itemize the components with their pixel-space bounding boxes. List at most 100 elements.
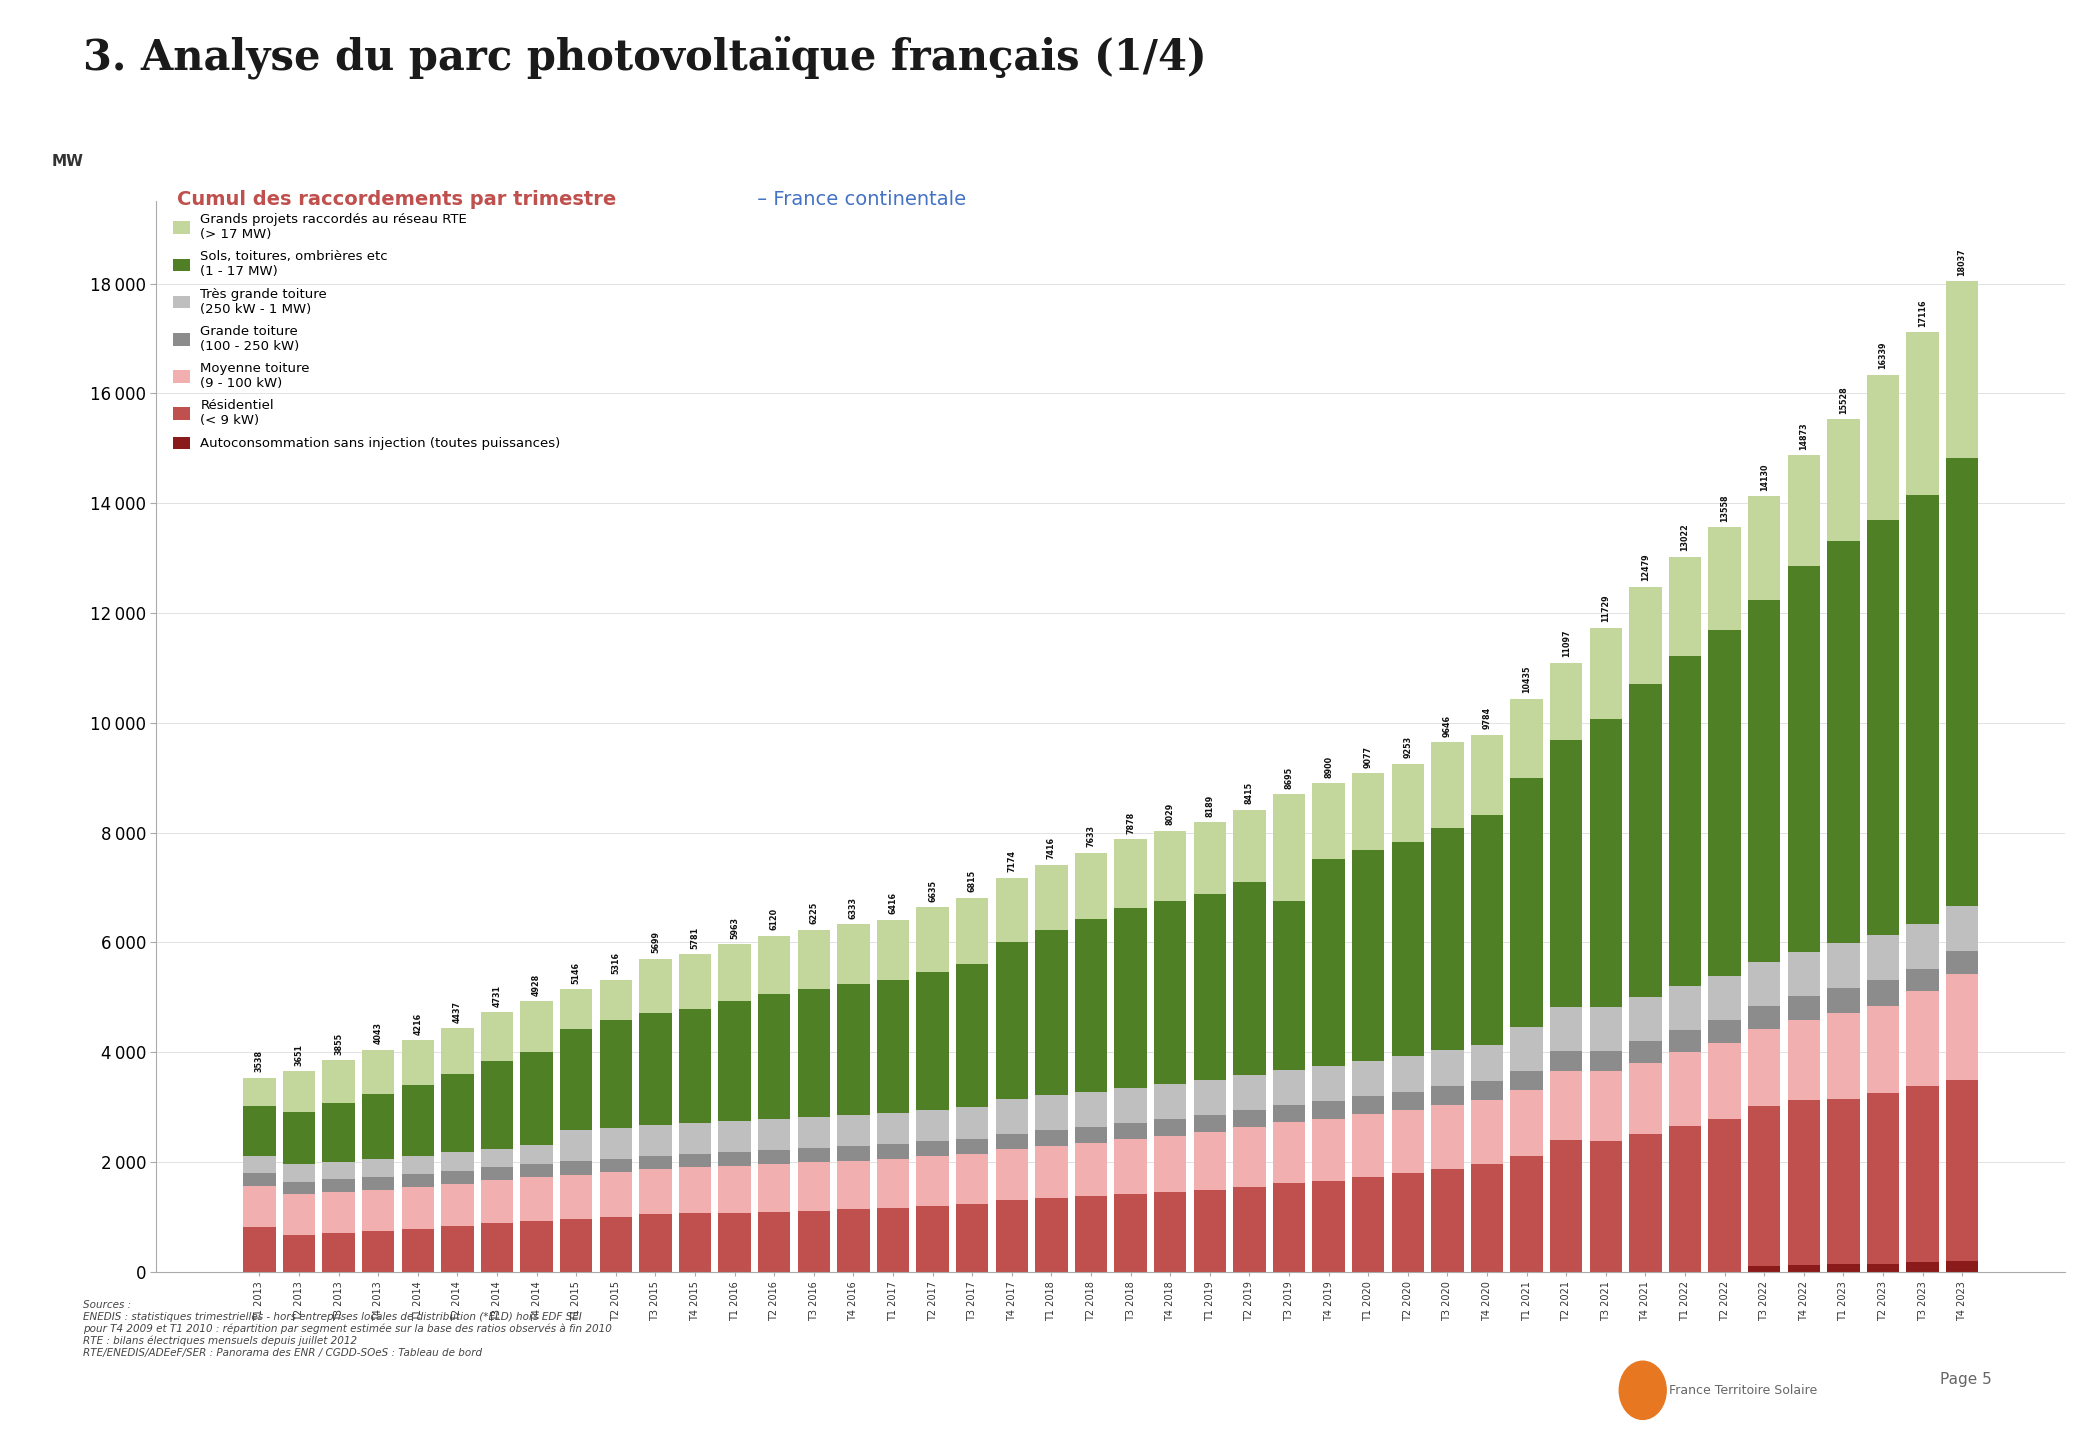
Bar — [1431, 828, 1464, 1050]
Bar — [1471, 1081, 1504, 1099]
Bar — [559, 1174, 592, 1219]
Bar — [876, 920, 909, 980]
Bar — [1431, 1050, 1464, 1086]
Bar — [1352, 773, 1385, 851]
Bar — [1590, 1141, 1623, 1272]
Bar — [757, 935, 791, 993]
Bar — [1074, 1127, 1108, 1142]
Bar — [1312, 1181, 1345, 1272]
Bar — [1867, 1006, 1898, 1092]
Bar — [1352, 1177, 1385, 1272]
Bar — [480, 1223, 513, 1272]
Bar — [836, 1147, 870, 1161]
Bar — [519, 1177, 553, 1221]
Bar — [1471, 1164, 1504, 1272]
Bar — [1471, 815, 1504, 1045]
Bar — [1550, 1140, 1583, 1272]
Bar — [244, 1157, 275, 1174]
Bar — [1590, 1071, 1623, 1141]
Bar — [519, 1145, 553, 1164]
Bar — [480, 1012, 513, 1061]
Bar — [244, 1105, 275, 1157]
Bar — [1114, 1124, 1147, 1140]
Bar — [284, 1164, 315, 1181]
Bar — [1708, 1119, 1742, 1272]
Bar — [284, 1112, 315, 1164]
Text: 13022: 13022 — [1681, 523, 1690, 552]
Bar — [1074, 1197, 1108, 1272]
Bar — [1312, 783, 1345, 859]
Bar — [1193, 1132, 1227, 1190]
Bar — [559, 1029, 592, 1131]
Bar — [757, 1118, 791, 1150]
Bar — [1788, 953, 1819, 996]
Text: 11729: 11729 — [1602, 595, 1610, 622]
Bar — [1154, 1135, 1187, 1191]
Bar — [1154, 1083, 1187, 1119]
Text: 7416: 7416 — [1047, 838, 1056, 859]
Text: 9784: 9784 — [1483, 707, 1491, 729]
Bar — [403, 1085, 434, 1155]
Bar — [323, 1180, 355, 1191]
Bar — [1946, 458, 1978, 905]
Text: 7878: 7878 — [1126, 812, 1135, 833]
Bar — [1708, 631, 1742, 976]
Bar — [955, 1106, 989, 1138]
Bar — [323, 1061, 355, 1102]
Bar — [1867, 935, 1898, 980]
Bar — [284, 1234, 315, 1272]
Bar — [1114, 1140, 1147, 1194]
Text: 8900: 8900 — [1325, 756, 1333, 777]
Text: 10435: 10435 — [1523, 665, 1531, 694]
Bar — [442, 1075, 474, 1152]
Bar — [519, 1221, 553, 1272]
Bar — [718, 944, 751, 1002]
Bar — [1233, 1111, 1266, 1127]
Bar — [995, 943, 1028, 1099]
Bar — [1708, 1043, 1742, 1119]
Bar — [363, 1230, 394, 1272]
Bar — [1431, 1105, 1464, 1168]
Text: 4437: 4437 — [453, 1000, 461, 1023]
Bar — [1788, 456, 1819, 566]
Bar — [284, 1181, 315, 1194]
Text: 6225: 6225 — [809, 902, 818, 924]
Bar — [1035, 1145, 1068, 1198]
Bar — [1233, 810, 1266, 882]
Bar — [1114, 908, 1147, 1088]
Text: Sources :
ENEDIS : statistiques trimestrielles - hors entreprises locales de dis: Sources : ENEDIS : statistiques trimestr… — [83, 1300, 613, 1358]
Bar — [1748, 961, 1779, 1006]
Bar — [916, 1206, 949, 1272]
Text: 13558: 13558 — [1721, 494, 1729, 522]
Bar — [1748, 1106, 1779, 1266]
Bar — [1827, 943, 1859, 989]
Bar — [916, 973, 949, 1109]
Bar — [1431, 1086, 1464, 1105]
Text: 4216: 4216 — [413, 1013, 421, 1035]
Text: Page 5: Page 5 — [1940, 1372, 1992, 1387]
Bar — [1471, 1045, 1504, 1081]
Bar — [1272, 901, 1306, 1069]
Bar — [519, 1002, 553, 1052]
Bar — [244, 1186, 275, 1227]
Bar — [323, 1233, 355, 1272]
Bar — [1827, 542, 1859, 943]
Bar — [480, 1180, 513, 1223]
Text: 5781: 5781 — [690, 927, 699, 948]
Bar — [797, 1211, 830, 1272]
Bar — [284, 1194, 315, 1234]
Bar — [1154, 1191, 1187, 1272]
Bar — [519, 1052, 553, 1145]
Bar — [559, 1161, 592, 1174]
Bar — [1629, 1134, 1663, 1272]
Bar — [1510, 698, 1544, 777]
Bar — [955, 1204, 989, 1272]
Bar — [1352, 1114, 1385, 1177]
Text: 16339: 16339 — [1879, 342, 1888, 369]
Bar — [403, 1187, 434, 1229]
Bar — [1233, 1075, 1266, 1111]
Text: 12479: 12479 — [1642, 553, 1650, 581]
Bar — [638, 958, 672, 1013]
Bar — [797, 930, 830, 989]
Bar — [323, 1163, 355, 1180]
